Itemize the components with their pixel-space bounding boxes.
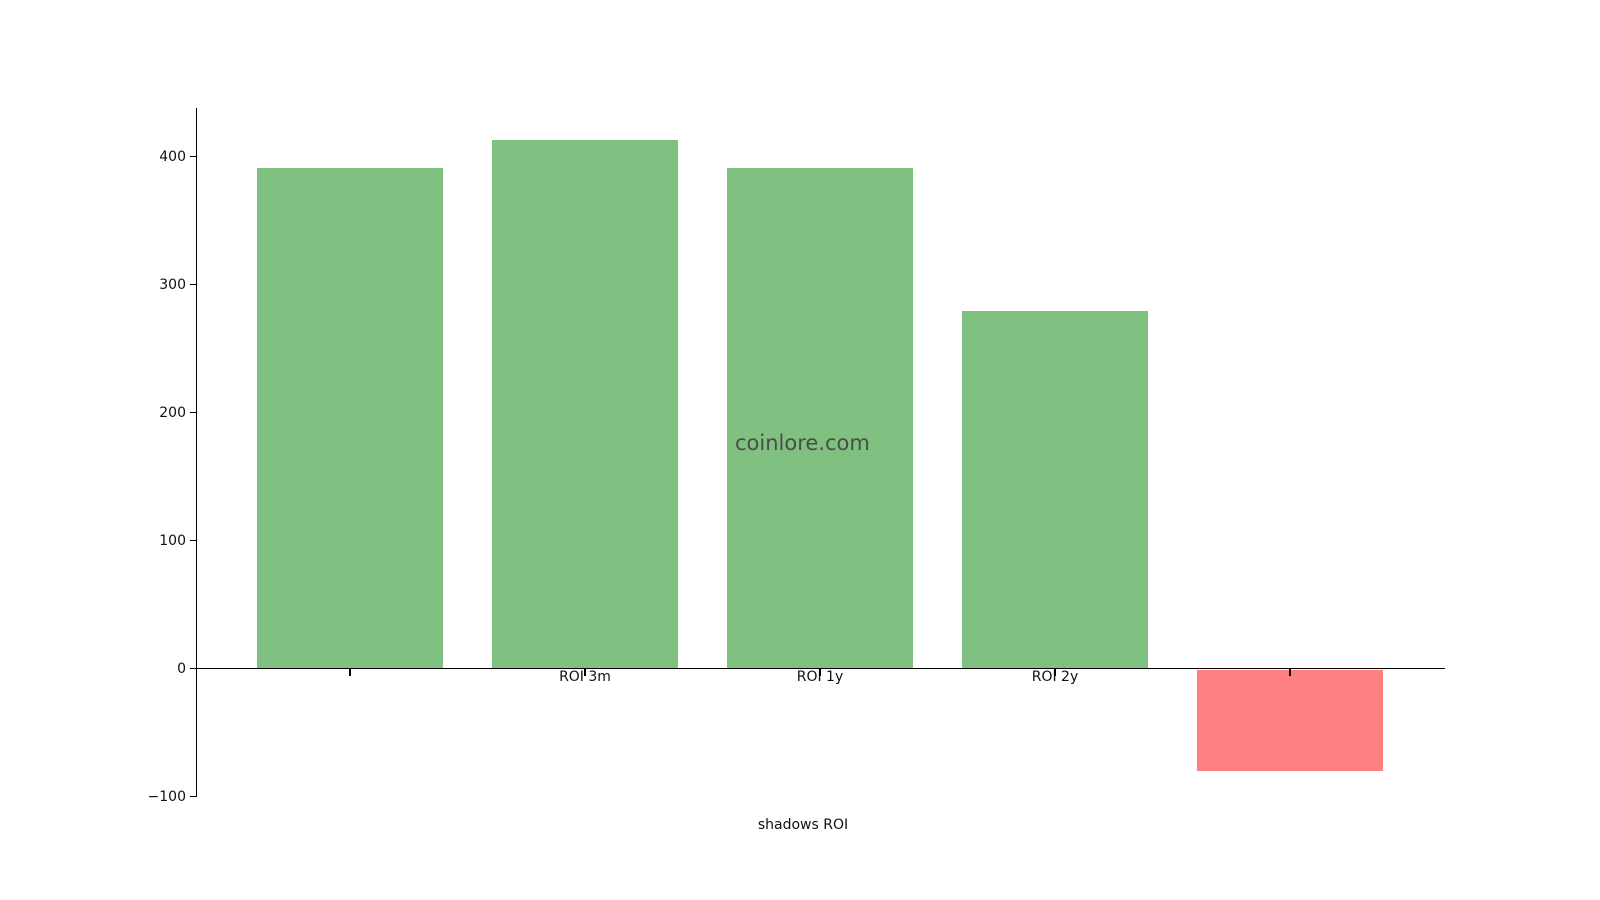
y-axis-spine (196, 108, 198, 797)
y-axis-tick (190, 796, 197, 798)
y-axis-tick-label: 0 (177, 660, 186, 677)
x-axis-tick (1054, 668, 1056, 676)
y-axis-tick (190, 540, 197, 542)
bar-roi-1y (727, 168, 913, 669)
bar-roi-2y (962, 311, 1148, 669)
watermark-text: coinlore.com (735, 431, 870, 455)
y-axis-tick (190, 668, 197, 670)
y-axis-tick (190, 156, 197, 158)
y-axis-tick-label: −100 (147, 788, 186, 805)
y-axis-tick-label: 100 (159, 532, 186, 549)
bar-unlabeled-5 (1197, 669, 1383, 771)
y-axis-tick (190, 412, 197, 414)
y-axis-tick-label: 300 (159, 276, 186, 293)
y-axis-tick (190, 284, 197, 286)
bar-unlabeled-1 (257, 168, 443, 669)
y-axis-tick-label: 200 (159, 404, 186, 421)
x-axis-tick-label: ROI 1y (796, 669, 844, 686)
y-axis-tick-label: 400 (159, 148, 186, 165)
x-axis-tick (819, 668, 821, 676)
x-axis-tick (349, 668, 351, 676)
x-axis-tick-label: ROI 2y (1031, 669, 1079, 686)
x-axis-title: shadows ROI (757, 817, 849, 833)
x-axis-tick (584, 668, 586, 676)
x-axis-tick-label: ROI 3m (559, 669, 611, 686)
bar-roi-3m (492, 139, 678, 669)
x-axis-tick (1289, 668, 1291, 676)
